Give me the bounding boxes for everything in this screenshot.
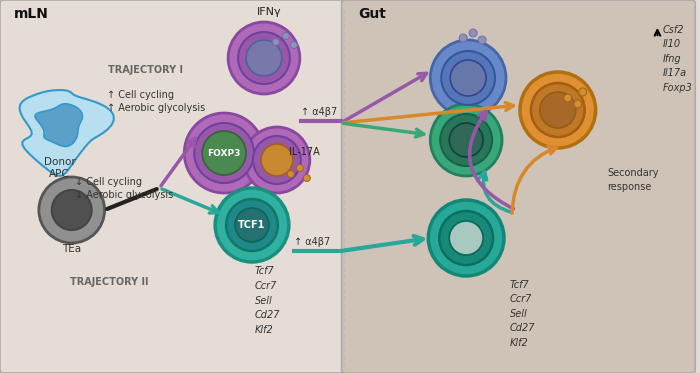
Circle shape	[290, 41, 298, 48]
Text: TRAJECTORY I: TRAJECTORY I	[108, 65, 183, 75]
FancyBboxPatch shape	[0, 0, 344, 373]
Circle shape	[440, 211, 493, 265]
Circle shape	[246, 40, 282, 76]
Circle shape	[459, 34, 467, 42]
Circle shape	[469, 29, 477, 37]
Text: ↑ Aerobic glycolysis: ↑ Aerobic glycolysis	[106, 103, 205, 113]
Circle shape	[430, 104, 502, 176]
Text: Gut: Gut	[358, 7, 386, 21]
Text: ↓ Aerobic glycolysis: ↓ Aerobic glycolysis	[75, 190, 173, 200]
Circle shape	[282, 32, 289, 40]
Circle shape	[235, 208, 269, 242]
Polygon shape	[35, 104, 83, 147]
Text: IFNγ: IFNγ	[257, 7, 281, 17]
Circle shape	[449, 221, 483, 255]
Text: TEa: TEa	[62, 244, 81, 254]
Circle shape	[194, 123, 254, 183]
Text: Tcf7
Ccr7
Sell
Cd27
Klf2: Tcf7 Ccr7 Sell Cd27 Klf2	[255, 266, 281, 335]
Text: ↑ α4β7: ↑ α4β7	[294, 237, 330, 247]
Text: Secondary
response: Secondary response	[608, 168, 659, 192]
Circle shape	[574, 100, 582, 108]
Circle shape	[303, 175, 310, 182]
Circle shape	[450, 60, 486, 96]
Circle shape	[238, 32, 290, 84]
Text: Csf2
Il10
Ifng
Il17a
Foxp3: Csf2 Il10 Ifng Il17a Foxp3	[662, 25, 692, 93]
Text: mLN: mLN	[14, 7, 49, 21]
Circle shape	[228, 22, 300, 94]
Text: TCF1: TCF1	[238, 220, 266, 230]
Polygon shape	[20, 90, 114, 176]
Text: ↓ Cell cycling: ↓ Cell cycling	[75, 177, 141, 187]
Circle shape	[261, 144, 293, 176]
Circle shape	[428, 200, 504, 276]
Text: ↑ α4β7: ↑ α4β7	[301, 107, 337, 117]
Circle shape	[441, 51, 495, 105]
Circle shape	[202, 131, 246, 175]
Circle shape	[38, 177, 104, 243]
Circle shape	[449, 123, 483, 157]
Circle shape	[579, 88, 587, 96]
Circle shape	[184, 113, 264, 193]
Circle shape	[288, 170, 294, 178]
Circle shape	[430, 40, 506, 116]
Text: FOXP3: FOXP3	[207, 148, 241, 157]
Text: TRAJECTORY II: TRAJECTORY II	[70, 277, 148, 287]
Circle shape	[226, 199, 278, 251]
Circle shape	[52, 190, 92, 230]
Circle shape	[253, 136, 301, 184]
Circle shape	[540, 92, 575, 128]
Circle shape	[215, 188, 289, 262]
Circle shape	[478, 36, 486, 44]
Circle shape	[440, 114, 492, 166]
Circle shape	[564, 94, 572, 102]
Circle shape	[296, 164, 303, 172]
Text: ↑ Cell cycling: ↑ Cell cycling	[106, 90, 174, 100]
Text: Donor
APC: Donor APC	[44, 157, 76, 179]
Circle shape	[272, 38, 279, 46]
Text: Tcf7
Ccr7
Sell
Cd27
Klf2: Tcf7 Ccr7 Sell Cd27 Klf2	[510, 280, 536, 348]
FancyBboxPatch shape	[342, 0, 695, 373]
Text: IL-17A: IL-17A	[289, 147, 320, 157]
Circle shape	[531, 83, 584, 137]
Circle shape	[244, 127, 310, 193]
Circle shape	[520, 72, 596, 148]
